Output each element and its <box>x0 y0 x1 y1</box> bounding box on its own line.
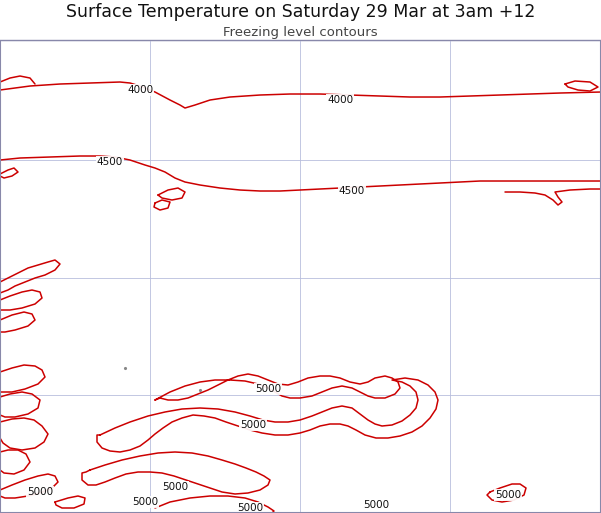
Text: 5000: 5000 <box>255 384 281 394</box>
Text: Surface Temperature on Saturday 29 Mar at 3am +12: Surface Temperature on Saturday 29 Mar a… <box>66 3 535 21</box>
Text: 5000: 5000 <box>240 420 266 430</box>
Text: 4000: 4000 <box>127 85 153 95</box>
Text: 5000: 5000 <box>363 500 389 510</box>
Text: Freezing level contours: Freezing level contours <box>223 26 378 40</box>
Text: 5000: 5000 <box>495 490 521 500</box>
Text: 4500: 4500 <box>339 186 365 196</box>
Text: 4500: 4500 <box>97 157 123 167</box>
Text: 5000: 5000 <box>162 482 188 492</box>
Text: 5000: 5000 <box>237 503 263 513</box>
Text: 5000: 5000 <box>132 497 158 507</box>
Text: 4000: 4000 <box>327 95 353 105</box>
Text: 5000: 5000 <box>27 487 53 497</box>
